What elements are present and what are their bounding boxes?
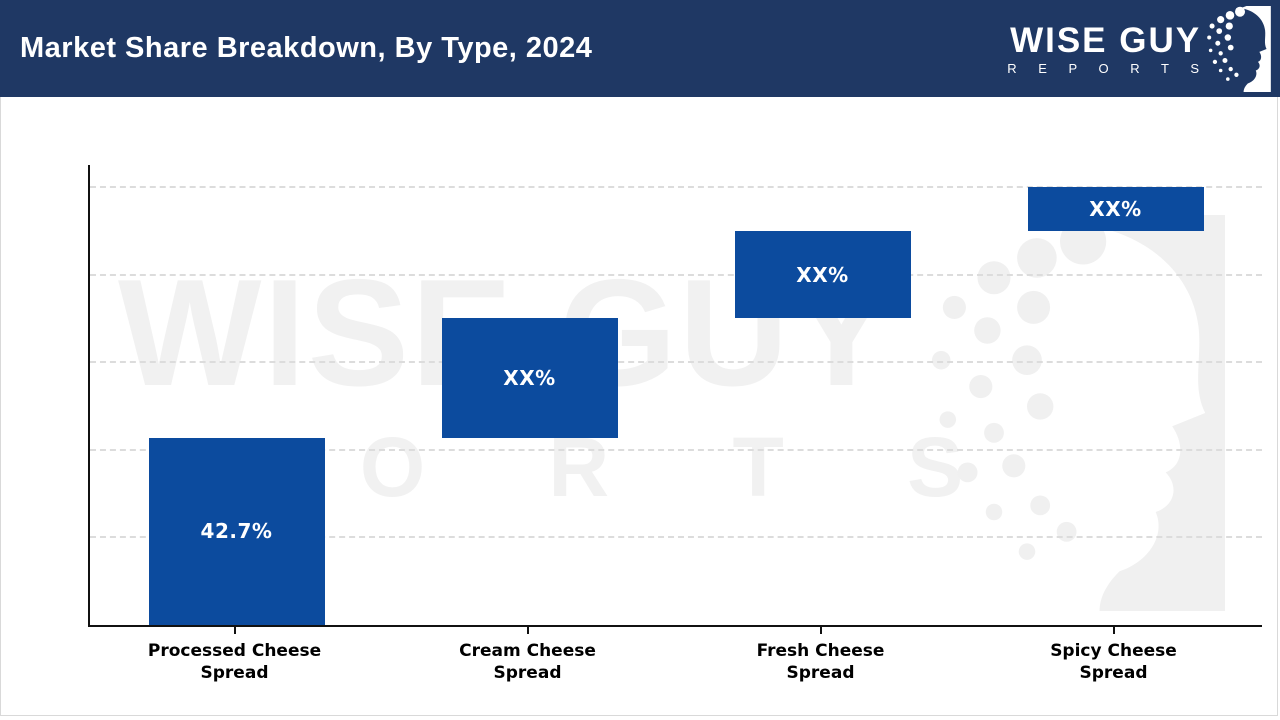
page-title: Market Share Breakdown, By Type, 2024 [20,32,593,64]
x-tick-mark [1112,627,1115,634]
logo-tagline: R E P O R T S [1007,60,1208,76]
bar: XX% [441,318,618,438]
gridline [90,361,1262,364]
y-tick-mark [88,361,90,363]
chart-card-border [0,97,1278,716]
x-tick-mark [233,627,236,634]
y-tick-mark [88,624,90,626]
bar: 42.7% [148,437,325,625]
bar: XX% [1027,187,1204,231]
y-tick-mark [88,536,90,538]
x-axis-category-label: Fresh Cheese Spread [756,641,885,684]
gridline [90,186,1262,188]
bar: XX% [734,230,911,319]
x-axis-labels-area: Processed Cheese Spread Cream Cheese Spre… [88,627,1260,707]
logo-face-icon [1207,6,1271,92]
y-tick-mark [88,274,90,276]
header-band: Market Share Breakdown, By Type, 2024 WI… [0,0,1280,97]
bar-value-label: XX% [503,366,556,391]
x-axis-category-label: Spicy Cheese Spread [1050,641,1177,684]
plot-area: WISE GUY P O R T S 02040608010042.7%XX%X… [88,165,1262,627]
watermark-face-icon [931,215,1225,611]
logo-name: WISE GUY [1010,20,1202,60]
gridline [90,448,1262,451]
gridline [90,536,1262,539]
logo-text: WISE GUY R E P O R T S [1003,23,1208,76]
gridline [90,273,1262,276]
x-axis-category-label: Processed Cheese Spread [147,641,322,684]
bar-value-label: 42.7% [200,519,273,544]
x-tick-mark [819,627,822,634]
y-tick-mark [88,449,90,451]
y-tick-mark [88,186,90,188]
bar-value-label: XX% [796,262,849,287]
wise-guy-logo: WISE GUY R E P O R T S [1003,4,1272,94]
x-tick-mark [526,627,529,634]
x-axis-category-label: Cream Cheese Spread [459,641,596,684]
bar-value-label: XX% [1089,196,1142,221]
